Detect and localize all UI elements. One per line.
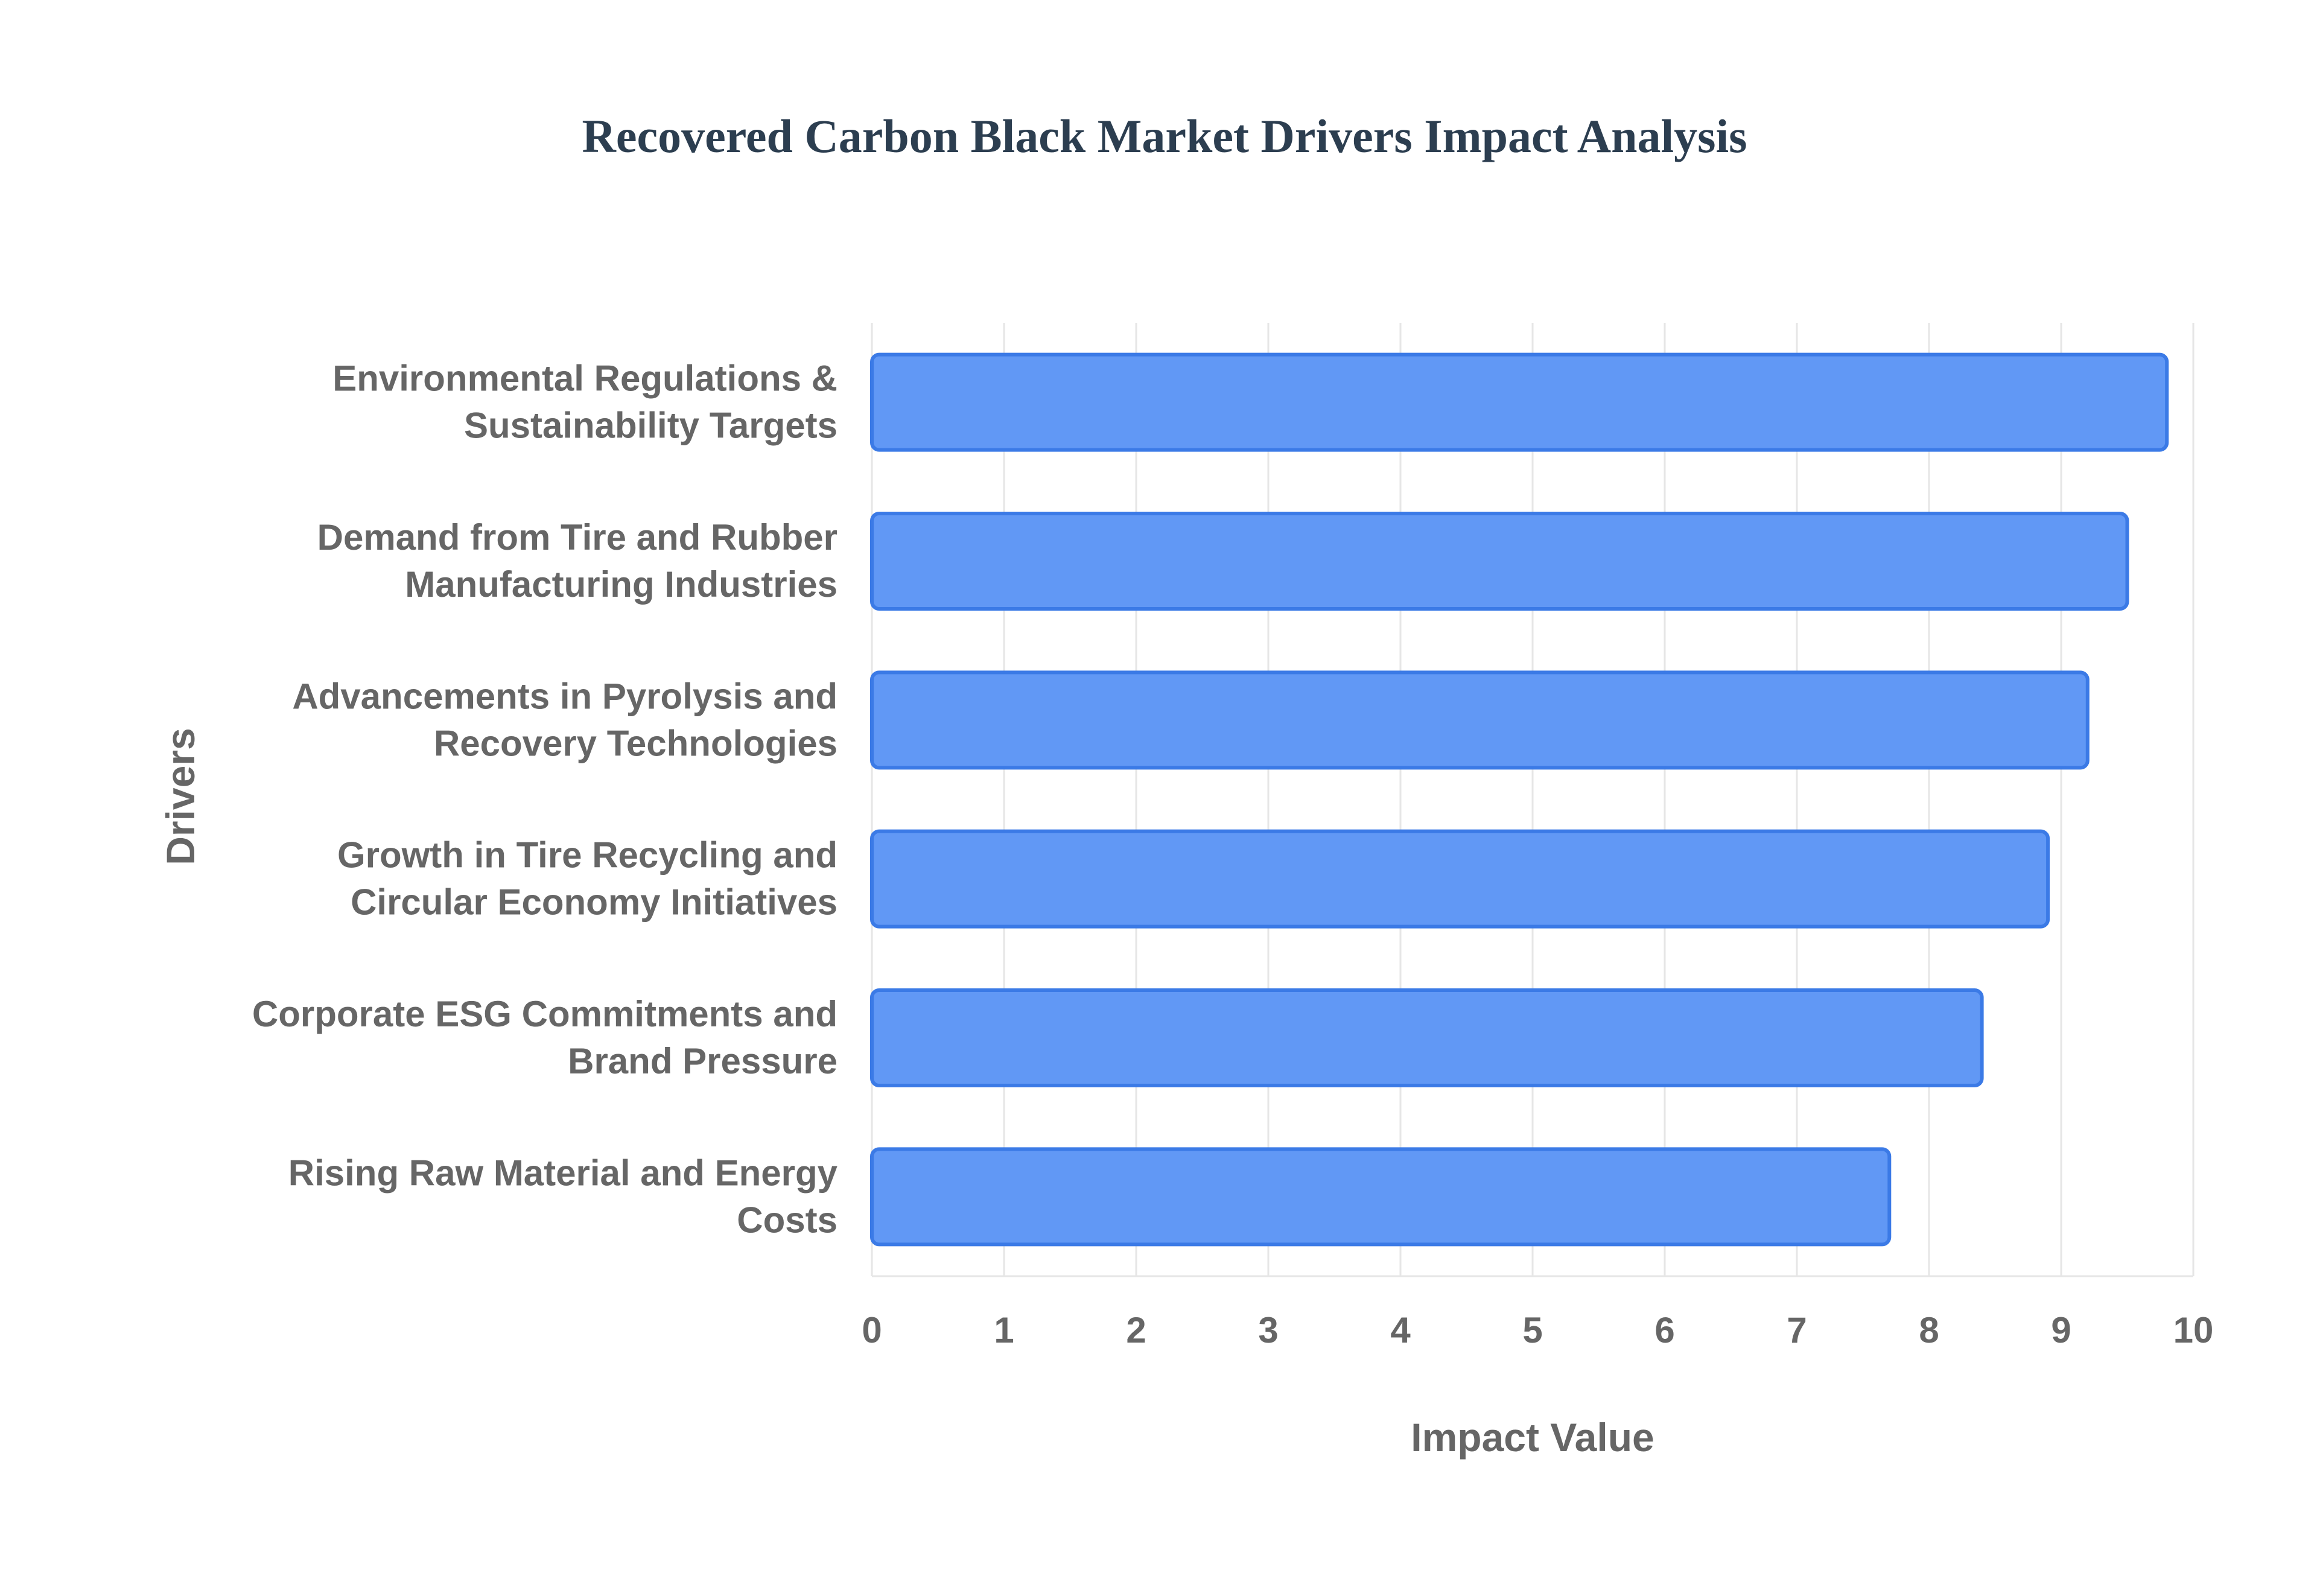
x-tick-label: 1 [994, 1310, 1014, 1350]
bar [870, 829, 2050, 929]
x-tick-label: 8 [1919, 1310, 1939, 1350]
bars [870, 352, 2169, 1247]
y-axis-title: Drivers [158, 728, 203, 865]
x-tick-label: 7 [1787, 1310, 1807, 1350]
x-tick-label: 6 [1654, 1310, 1674, 1350]
x-tick-label: 2 [1126, 1310, 1146, 1350]
x-tick-labels: 0 1 2 3 4 5 6 7 8 9 10 [862, 1310, 2213, 1350]
category-label: Corporate ESG Commitments and Brand Press… [252, 994, 837, 1081]
bar [870, 988, 1984, 1087]
category-label-line: Growth in Tire Recycling and [337, 835, 837, 876]
x-tick-label: 5 [1522, 1310, 1542, 1350]
category-label-line: Demand from Tire and Rubber [317, 517, 837, 558]
gridlines [871, 323, 2195, 1277]
bar [870, 1147, 1892, 1247]
x-tick-label: 10 [2173, 1310, 2214, 1350]
category-label-line: Environmental Regulations & [332, 358, 837, 399]
chart-title: Recovered Carbon Black Market Drivers Im… [582, 110, 1747, 162]
bar [870, 670, 2090, 770]
x-tick-label: 0 [862, 1310, 882, 1350]
category-label-line: Advancements in Pyrolysis and [292, 676, 837, 716]
x-tick-label: 9 [2051, 1310, 2071, 1350]
category-label-line: Circular Economy Initiatives [351, 882, 837, 923]
category-label: Growth in Tire Recycling and Circular Eco… [337, 835, 837, 923]
x-axis-title: Impact Value [1411, 1415, 1654, 1460]
category-label-line: Sustainability Targets [464, 405, 837, 446]
category-label-line: Recovery Technologies [434, 723, 837, 763]
category-label-line: Rising Raw Material and Energy [288, 1152, 838, 1193]
category-label: Advancements in Pyrolysis and Recovery Te… [292, 676, 837, 763]
category-label: Rising Raw Material and Energy Costs [288, 1152, 838, 1240]
x-tick-label: 3 [1258, 1310, 1278, 1350]
category-labels: Environmental Regulations & Sustainabilit… [252, 358, 838, 1241]
category-label-line: Corporate ESG Commitments and [252, 994, 837, 1034]
category-label-line: Manufacturing Industries [405, 564, 837, 605]
category-label: Environmental Regulations & Sustainabilit… [332, 358, 837, 446]
category-label: Demand from Tire and Rubber Manufacturing… [317, 517, 837, 605]
category-label-line: Brand Pressure [568, 1041, 837, 1081]
category-label-line: Costs [737, 1200, 837, 1240]
bar [870, 512, 2129, 611]
bar [870, 352, 2169, 452]
x-tick-label: 4 [1390, 1310, 1411, 1350]
